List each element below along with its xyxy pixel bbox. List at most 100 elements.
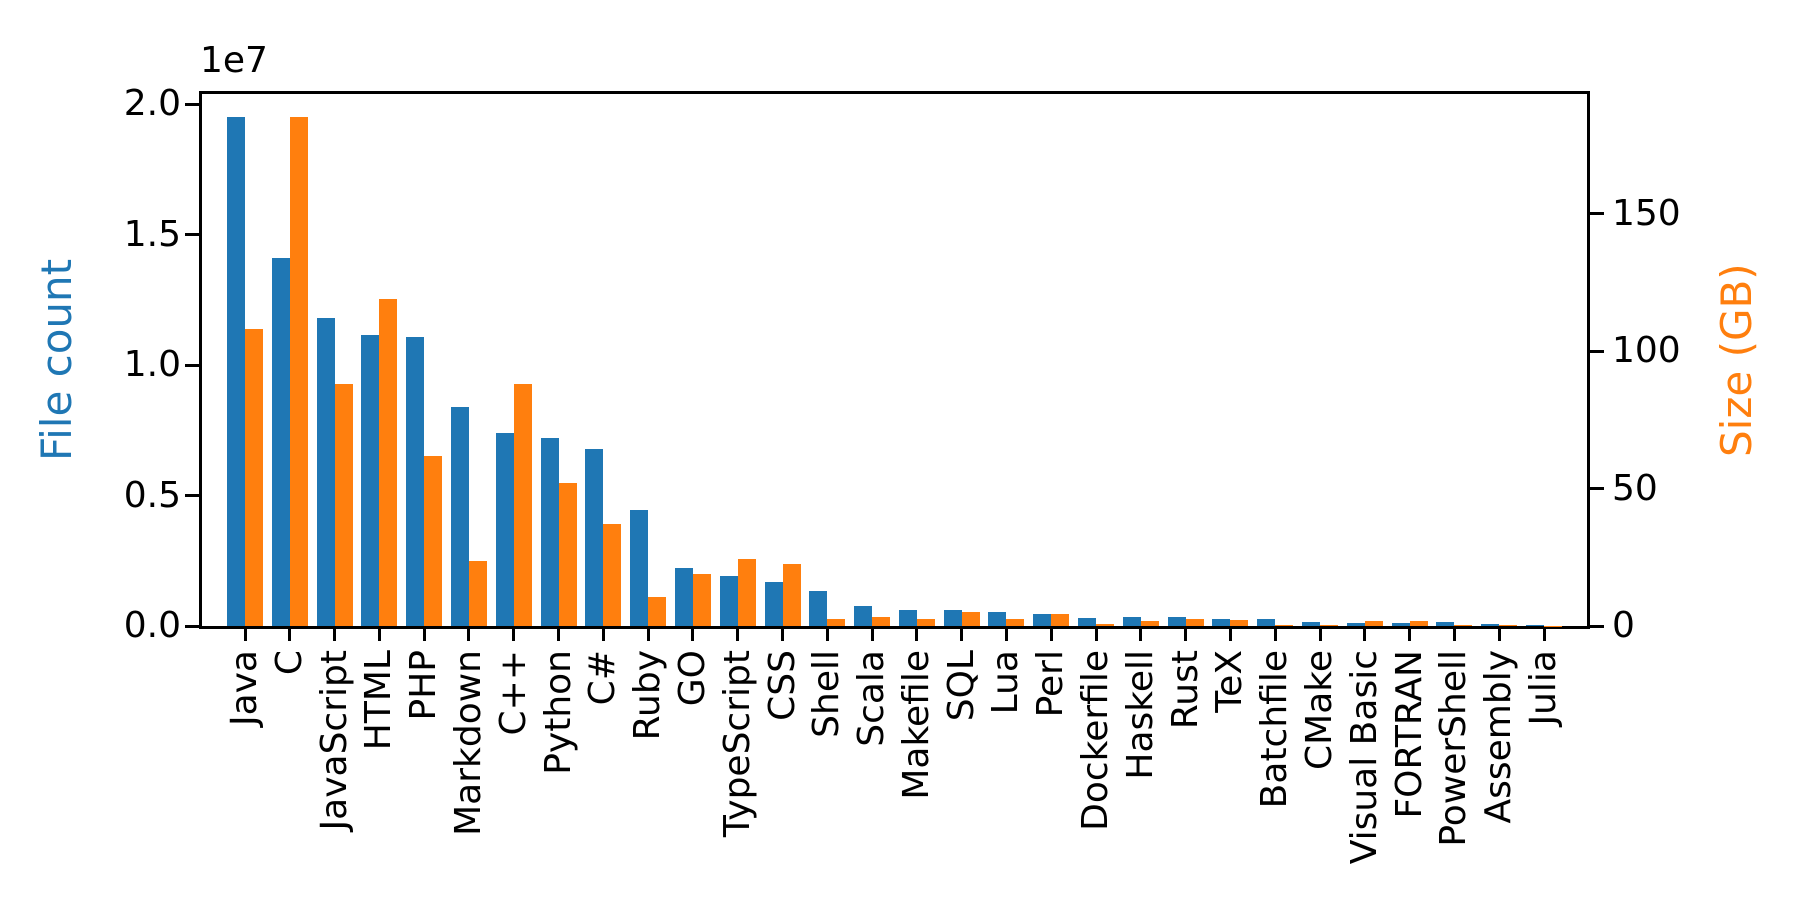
x-tick-mark bbox=[1139, 629, 1143, 641]
x-tick-label-c: C bbox=[268, 650, 310, 676]
x-tick-label-haskell: Haskell bbox=[1119, 650, 1161, 780]
x-tick-label-markdown: Markdown bbox=[447, 650, 489, 836]
x-tick-label-typescript: TypeScript bbox=[716, 650, 758, 838]
bar-file-count-lua bbox=[988, 611, 1007, 626]
bar-size-gb-ruby bbox=[648, 597, 667, 626]
bar-size-gb-fortran bbox=[1409, 620, 1428, 626]
x-tick-mark bbox=[1184, 629, 1188, 641]
x-tick-mark bbox=[288, 629, 292, 641]
left-y-tick-mark bbox=[185, 363, 199, 367]
x-tick-mark bbox=[825, 629, 829, 641]
bar-size-gb-go bbox=[692, 573, 711, 626]
bar-size-gb-php bbox=[424, 455, 443, 626]
x-tick-mark bbox=[870, 629, 874, 641]
x-tick-mark bbox=[1363, 629, 1367, 641]
bar-size-gb-perl bbox=[1051, 613, 1070, 626]
x-tick-label-fortran: FORTRAN bbox=[1388, 650, 1430, 819]
bar-file-count-makefile bbox=[898, 610, 917, 626]
bar-file-count-perl bbox=[1033, 613, 1052, 626]
left-y-tick-label: 1.5 bbox=[123, 213, 181, 255]
bar-size-gb-haskell bbox=[1140, 621, 1159, 626]
right-y-tick-label: 100 bbox=[1612, 330, 1681, 372]
x-tick-label-javascript: JavaScript bbox=[313, 650, 355, 831]
bar-file-count-sql bbox=[943, 609, 962, 626]
bar-size-gb-assembly bbox=[1499, 624, 1518, 626]
bar-file-count-julia bbox=[1526, 625, 1544, 626]
bar-size-gb-rust bbox=[1185, 619, 1204, 626]
x-tick-label-perl: Perl bbox=[1030, 650, 1072, 718]
bar-size-gb-visual-basic bbox=[1364, 620, 1383, 626]
right-y-tick-label: 50 bbox=[1612, 467, 1658, 509]
left-y-tick-label: 0.0 bbox=[123, 605, 181, 646]
x-tick-mark bbox=[646, 629, 650, 641]
x-tick-mark bbox=[1452, 629, 1456, 641]
bar-file-count-rust bbox=[1167, 616, 1186, 626]
x-tick-mark bbox=[1318, 629, 1322, 641]
bar-file-count-c bbox=[585, 448, 604, 626]
bar-file-count-shell bbox=[809, 591, 828, 626]
bar-size-gb-scala bbox=[872, 616, 891, 626]
bar-file-count-cmake bbox=[1302, 622, 1321, 626]
bar-file-count-css bbox=[764, 582, 783, 626]
x-tick-mark bbox=[557, 629, 561, 641]
x-tick-mark bbox=[333, 629, 337, 641]
right-y-tick-mark bbox=[1590, 349, 1604, 353]
plot-area bbox=[199, 91, 1590, 629]
bar-file-count-assembly bbox=[1481, 624, 1500, 626]
x-tick-label-python: Python bbox=[537, 650, 579, 775]
x-tick-label-dockerfile: Dockerfile bbox=[1075, 650, 1117, 831]
left-y-tick-mark bbox=[185, 494, 199, 498]
bar-size-gb-shell bbox=[827, 619, 846, 626]
bar-size-gb-makefile bbox=[916, 618, 935, 626]
left-y-tick-label: 1.0 bbox=[123, 344, 181, 386]
x-tick-label-sql: SQL bbox=[940, 650, 982, 722]
bar-file-count-markdown bbox=[450, 406, 469, 626]
bar-file-count-dockerfile bbox=[1078, 617, 1097, 626]
x-tick-mark bbox=[243, 629, 247, 641]
bar-file-count-javascript bbox=[316, 318, 335, 626]
x-tick-label-tex: TeX bbox=[1209, 650, 1251, 713]
x-tick-label-rust: Rust bbox=[1164, 650, 1206, 730]
x-tick-mark bbox=[781, 629, 785, 641]
x-tick-label-php: PHP bbox=[403, 650, 445, 721]
plot-bars-container bbox=[202, 94, 1587, 626]
bar-size-gb-javascript bbox=[334, 384, 353, 626]
x-tick-label-go: GO bbox=[671, 650, 713, 707]
x-tick-mark bbox=[1273, 629, 1277, 641]
x-tick-mark bbox=[691, 629, 695, 641]
bar-size-gb-typescript bbox=[737, 558, 756, 626]
x-tick-label-julia: Julia bbox=[1523, 650, 1564, 726]
left-y-tick-label: 2.0 bbox=[123, 83, 181, 125]
x-tick-label-ruby: Ruby bbox=[627, 650, 669, 741]
x-tick-mark bbox=[1094, 629, 1098, 641]
x-tick-label-c: C++ bbox=[492, 650, 534, 736]
x-tick-label-makefile: Makefile bbox=[895, 650, 937, 800]
bar-file-count-fortran bbox=[1391, 622, 1410, 626]
x-tick-mark bbox=[1497, 629, 1501, 641]
y-axis-offset-text: 1e7 bbox=[200, 40, 268, 81]
x-tick-label-batchfile: Batchfile bbox=[1254, 650, 1296, 809]
bar-file-count-haskell bbox=[1122, 616, 1141, 626]
left-y-tick-mark bbox=[185, 233, 199, 237]
x-tick-mark bbox=[1542, 629, 1546, 641]
right-y-tick-mark bbox=[1590, 487, 1604, 491]
x-tick-mark bbox=[422, 629, 426, 641]
x-tick-label-assembly: Assembly bbox=[1478, 650, 1520, 824]
x-tick-label-java: Java bbox=[224, 650, 265, 727]
bar-size-gb-powershell bbox=[1454, 625, 1473, 626]
bar-file-count-ruby bbox=[630, 509, 649, 626]
right-y-tick-label: 0 bbox=[1612, 605, 1635, 646]
x-tick-mark bbox=[915, 629, 919, 641]
x-tick-mark bbox=[601, 629, 605, 641]
x-tick-label-lua: Lua bbox=[985, 650, 1027, 715]
right-y-tick-mark bbox=[1590, 212, 1604, 216]
right-y-tick-label: 150 bbox=[1612, 192, 1681, 234]
bar-size-gb-sql bbox=[961, 612, 980, 626]
x-tick-mark bbox=[1004, 629, 1008, 641]
x-tick-label-shell: Shell bbox=[806, 650, 848, 738]
x-tick-mark bbox=[736, 629, 740, 641]
bar-size-gb-batchfile bbox=[1275, 625, 1294, 626]
bar-file-count-tex bbox=[1212, 619, 1231, 626]
bar-size-gb-cmake bbox=[1320, 625, 1339, 626]
